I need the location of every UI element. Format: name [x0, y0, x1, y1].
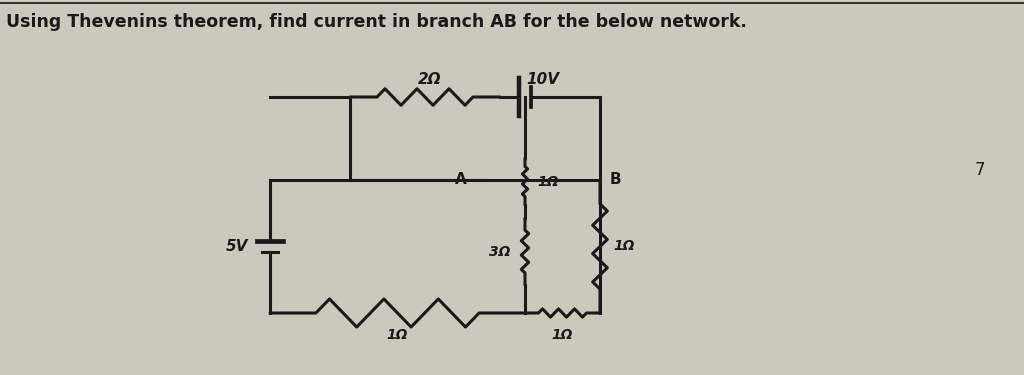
Text: 7: 7	[975, 161, 985, 179]
Text: 3Ω: 3Ω	[488, 244, 510, 258]
Text: B: B	[610, 172, 622, 188]
Text: Using Thevenins theorem, find current in branch AB for the below network.: Using Thevenins theorem, find current in…	[6, 13, 746, 31]
Text: 1Ω: 1Ω	[537, 174, 558, 189]
Text: 2Ω: 2Ω	[418, 72, 441, 87]
Text: 1Ω: 1Ω	[387, 328, 409, 342]
Text: 1Ω: 1Ω	[613, 240, 635, 254]
Text: 1Ω: 1Ω	[552, 328, 573, 342]
Text: A: A	[456, 172, 467, 188]
Text: 10V: 10V	[526, 72, 559, 87]
Text: 5V: 5V	[225, 239, 248, 254]
